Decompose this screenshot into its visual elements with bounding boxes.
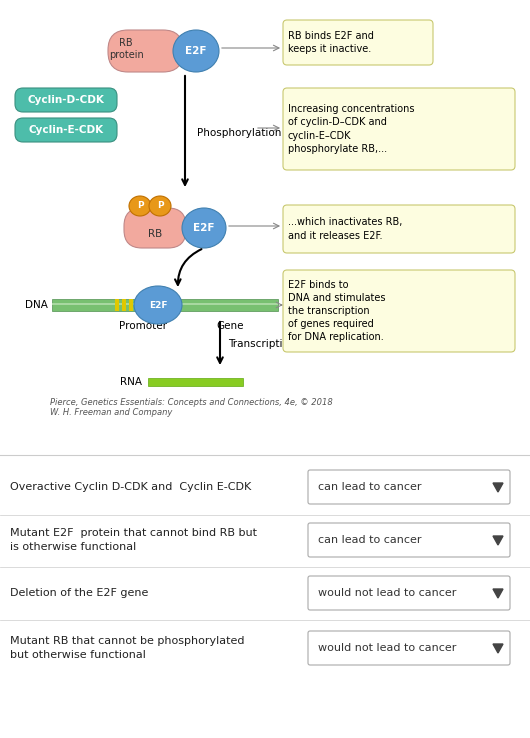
Text: can lead to cancer: can lead to cancer [318,482,421,492]
Text: Deletion of the E2F gene: Deletion of the E2F gene [10,588,148,598]
Ellipse shape [173,30,219,72]
Text: DNA: DNA [25,300,48,310]
Bar [52,299,278,311]
Ellipse shape [129,196,151,216]
Text: E2F: E2F [193,223,215,233]
Polygon shape [493,483,503,492]
FancyBboxPatch shape [308,470,510,504]
Text: Phosphorylation: Phosphorylation [197,128,281,138]
Text: Cyclin-E-CDK: Cyclin-E-CDK [29,125,103,135]
Text: E2F binds to
DNA and stimulates
the transcription
of genes required
for DNA repl: E2F binds to DNA and stimulates the tran… [288,280,385,342]
Ellipse shape [182,208,226,248]
Text: Cyclin-D-CDK: Cyclin-D-CDK [28,95,104,105]
Bar [143,299,147,311]
Text: P: P [137,201,143,210]
Ellipse shape [134,286,182,324]
Text: RB: RB [148,229,162,239]
FancyBboxPatch shape [308,631,510,665]
Bar [150,299,154,311]
FancyBboxPatch shape [283,88,515,170]
Text: Gene: Gene [216,321,244,331]
Text: can lead to cancer: can lead to cancer [318,535,421,545]
Text: P: P [157,201,163,210]
Bar [122,299,126,311]
FancyBboxPatch shape [15,118,117,142]
Text: Pierce, Genetics Essentials: Concepts and Connections, 4e, © 2018
W. H. Freeman : Pierce, Genetics Essentials: Concepts an… [50,398,333,418]
Text: Increasing concentrations
of cyclin-D–CDK and
cyclin-E–CDK
phosphorylate RB,...: Increasing concentrations of cyclin-D–CD… [288,104,414,154]
Text: Mutant E2F  protein that cannot bind RB but
is otherwise functional: Mutant E2F protein that cannot bind RB b… [10,528,257,551]
Text: E2F: E2F [149,300,167,309]
FancyBboxPatch shape [283,205,515,253]
Text: Mutant RB that cannot be phosphorylated
but otherwise functional: Mutant RB that cannot be phosphorylated … [10,636,244,660]
Text: RB
protein: RB protein [109,38,144,61]
Bar [115,299,119,311]
FancyBboxPatch shape [283,270,515,352]
Polygon shape [493,536,503,545]
FancyBboxPatch shape [308,576,510,610]
Bar [52,303,278,305]
FancyBboxPatch shape [15,88,117,112]
Text: E2F: E2F [186,46,207,56]
Text: Overactive Cyclin D-CDK and  Cyclin E-CDK: Overactive Cyclin D-CDK and Cyclin E-CDK [10,482,251,492]
Text: Promoter: Promoter [119,321,167,331]
Bar [129,299,133,311]
FancyBboxPatch shape [124,208,186,248]
Polygon shape [493,644,503,653]
FancyBboxPatch shape [308,523,510,557]
Ellipse shape [149,196,171,216]
Text: would not lead to cancer: would not lead to cancer [318,588,456,598]
Text: RNA: RNA [120,377,142,387]
FancyBboxPatch shape [283,20,433,65]
Polygon shape [493,589,503,598]
Text: ...which inactivates RB,
and it releases E2F.: ...which inactivates RB, and it releases… [288,218,402,241]
Bar [136,299,140,311]
Text: Transcription: Transcription [228,339,296,349]
Text: RB binds E2F and
keeps it inactive.: RB binds E2F and keeps it inactive. [288,31,374,54]
Text: would not lead to cancer: would not lead to cancer [318,643,456,653]
Bar [148,378,243,386]
FancyBboxPatch shape [108,30,183,72]
